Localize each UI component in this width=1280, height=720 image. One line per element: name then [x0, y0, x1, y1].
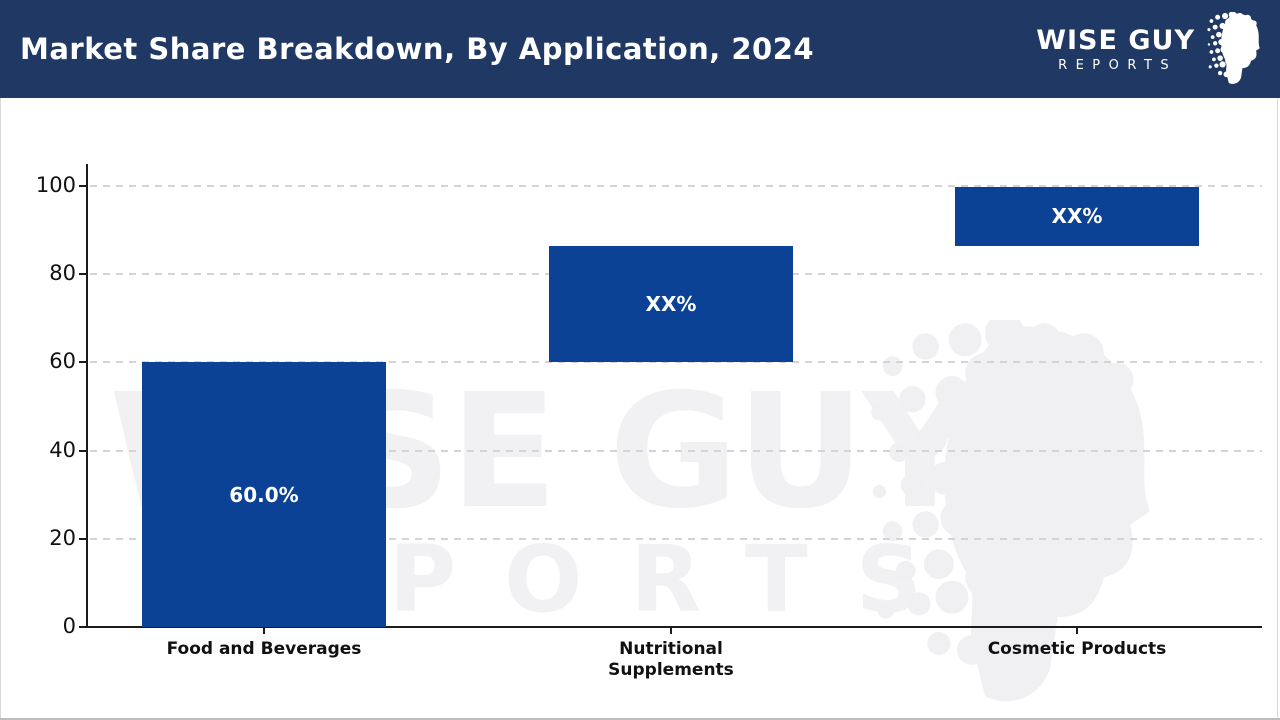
- gridline: [90, 361, 1262, 364]
- bar-value-label: XX%: [645, 292, 697, 317]
- brand-logo-text: WISE GUY REPORTS: [1036, 24, 1195, 73]
- gridline: [90, 449, 1262, 452]
- brand-name: WISE GUY: [1036, 24, 1195, 56]
- x-category-label: Cosmetic Products: [987, 639, 1167, 659]
- brand-logo: WISE GUY REPORTS: [1036, 0, 1266, 98]
- gridline: [90, 185, 1262, 187]
- bar-value-label: XX%: [1051, 204, 1103, 229]
- bar: 60.0%: [142, 362, 386, 627]
- x-category-label: Nutritional Supplements: [608, 639, 734, 680]
- y-axis-tick: [79, 361, 88, 364]
- x-axis-tick: [263, 628, 265, 634]
- y-axis-tick: [79, 626, 88, 628]
- header: Market Share Breakdown, By Application, …: [0, 0, 1280, 98]
- brand-subtitle: REPORTS: [1058, 57, 1178, 73]
- bar: XX%: [955, 186, 1199, 246]
- y-tick-label: 20: [49, 525, 76, 550]
- y-tick-label: 60: [49, 349, 76, 374]
- y-tick-label: 100: [35, 173, 76, 197]
- y-axis-tick: [79, 449, 88, 452]
- gridline: [90, 537, 1262, 540]
- y-axis-tick: [79, 273, 88, 276]
- x-axis-line: [86, 626, 1262, 628]
- bar: XX%: [549, 245, 793, 363]
- bar-value-label: 60.0%: [229, 482, 299, 507]
- footer-divider: [0, 718, 1280, 720]
- page-title: Market Share Breakdown, By Application, …: [20, 32, 815, 66]
- y-tick-label: 0: [62, 614, 76, 638]
- x-axis-tick: [1076, 628, 1078, 634]
- y-tick-label: 80: [49, 261, 76, 286]
- x-axis-tick: [670, 628, 672, 634]
- y-tick-label: 40: [49, 437, 76, 462]
- y-axis-tick: [79, 537, 88, 540]
- x-category-label: Food and Beverages: [166, 639, 362, 659]
- y-axis-line: [86, 164, 88, 628]
- y-axis-tick: [79, 185, 88, 187]
